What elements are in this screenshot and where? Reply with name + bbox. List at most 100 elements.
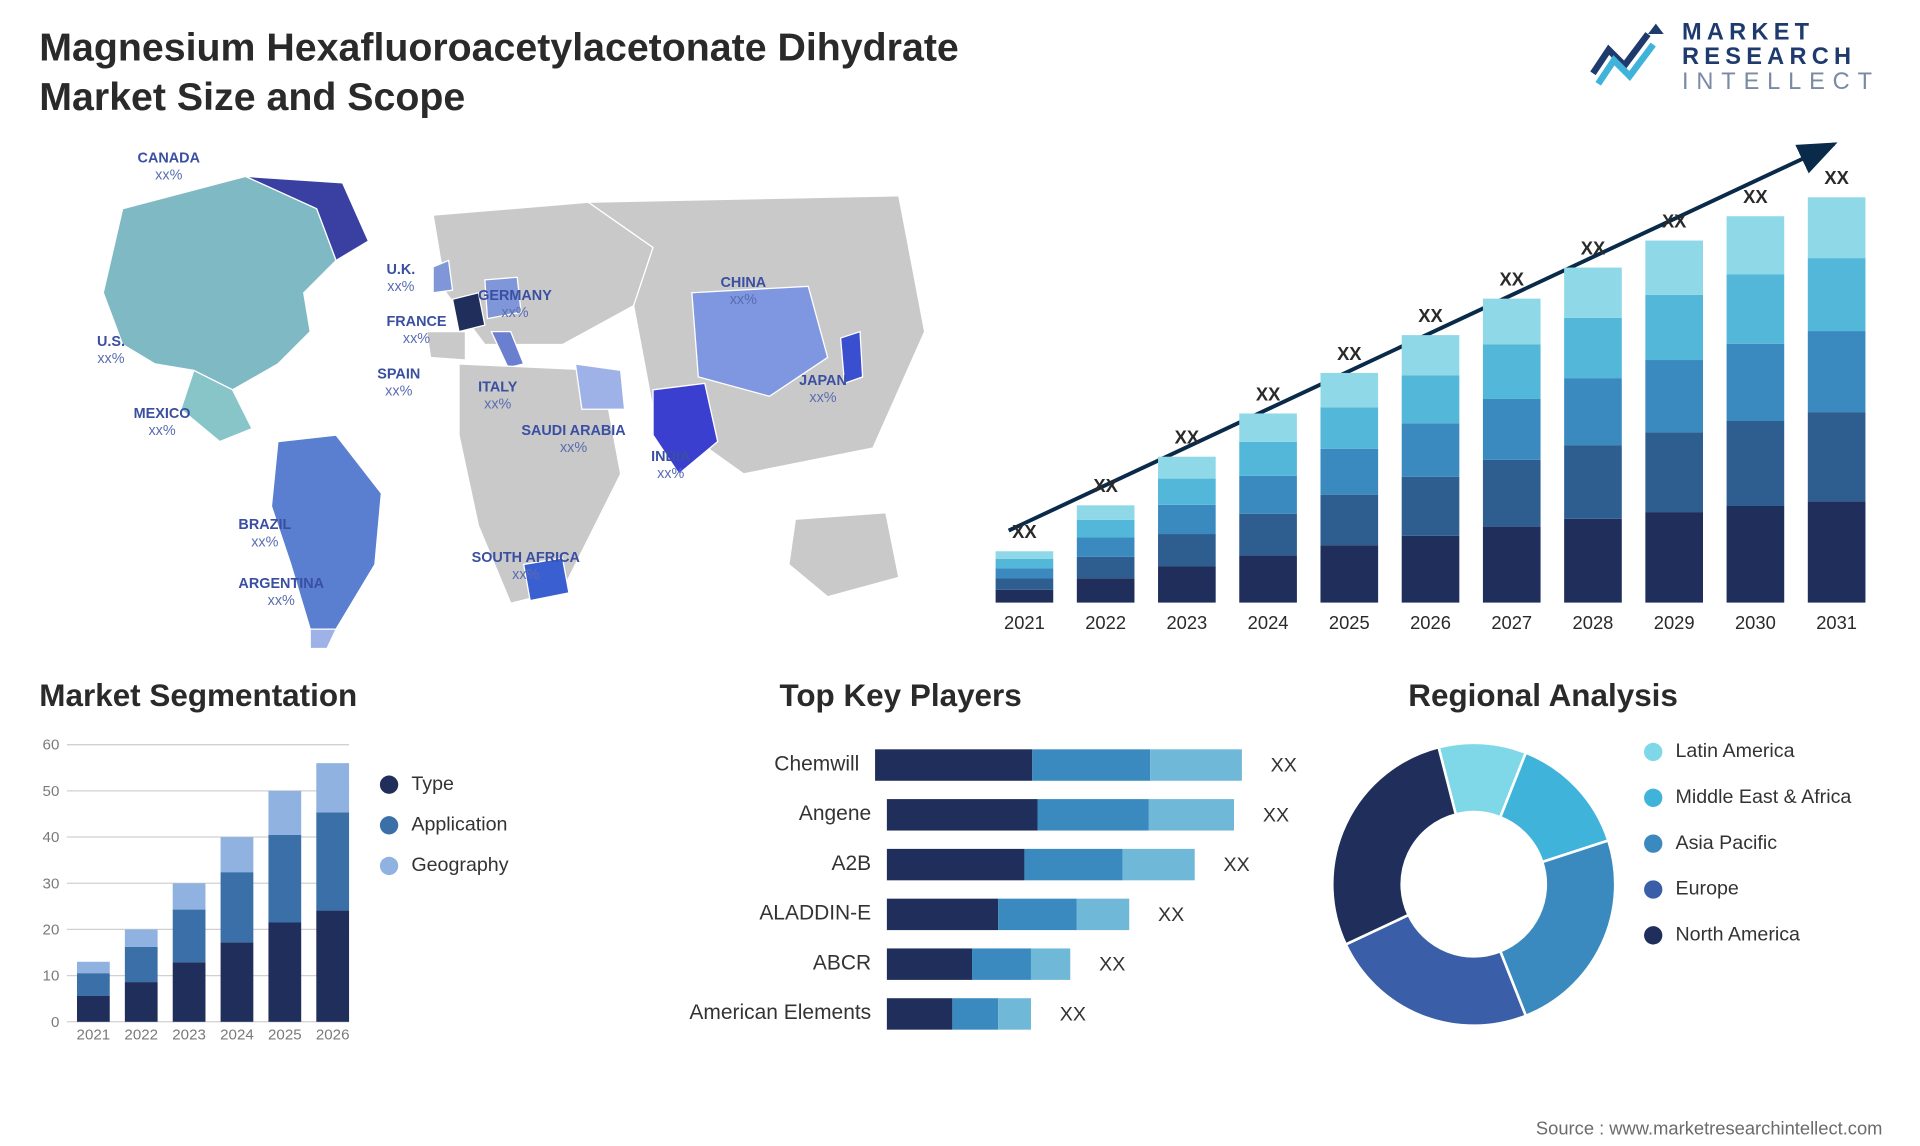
kp-value: XX	[1158, 903, 1184, 925]
kp-row-chemwill: Chemwill XX	[668, 740, 1297, 790]
kp-name: Chemwill	[668, 753, 859, 777]
growth-year-label: 2022	[1085, 612, 1126, 633]
seg-legend-type: Type	[380, 773, 603, 795]
seg-year: 2023	[172, 1026, 206, 1043]
growth-bar-seg	[1320, 407, 1378, 448]
map-label-france: FRANCExx%	[386, 314, 446, 347]
kp-bar-seg	[1032, 749, 1150, 780]
kp-bar	[875, 749, 1242, 780]
legend-dot-icon	[1644, 880, 1662, 898]
legend-dot-icon	[380, 856, 398, 874]
seg-legend-geography: Geography	[380, 854, 603, 876]
map-label-brazil: BRAZILxx%	[238, 517, 291, 550]
growth-bar-seg	[1483, 344, 1541, 399]
kp-name: ALADDIN-E	[668, 903, 871, 927]
growth-bar-seg	[1158, 479, 1216, 505]
kp-value: XX	[1060, 1003, 1086, 1025]
region-legend-middle-east-africa: Middle East & Africa	[1644, 786, 1906, 808]
growth-bar-seg	[1077, 578, 1135, 602]
growth-bar-seg	[1077, 520, 1135, 538]
seg-ytick: 10	[43, 968, 60, 985]
growth-bar-seg	[996, 559, 1054, 568]
growth-bar-seg	[1808, 501, 1866, 602]
legend-dot-icon	[1644, 926, 1662, 944]
growth-bar-seg	[1239, 514, 1297, 556]
growth-bar-label: XX	[1337, 343, 1362, 364]
growth-bar-seg	[996, 551, 1054, 559]
seg-bar-seg	[125, 947, 158, 982]
kp-bar-seg	[887, 948, 972, 979]
segmentation-chart: 0102030405060202120222023202420252026	[37, 727, 365, 1068]
legend-label: Middle East & Africa	[1675, 786, 1851, 808]
seg-bar-seg	[268, 835, 301, 923]
growth-bar-seg	[1402, 477, 1460, 536]
seg-bar-seg	[125, 982, 158, 1022]
key-players-title: Top Key Players	[779, 679, 1021, 716]
legend-label: Asia Pacific	[1675, 832, 1777, 854]
growth-year-label: 2027	[1491, 612, 1532, 633]
growth-bar-seg	[1727, 274, 1785, 344]
kp-bar-seg	[952, 998, 998, 1029]
legend-dot-icon	[1644, 834, 1662, 852]
map-region-argentina	[310, 629, 336, 648]
growth-bar-seg	[1077, 537, 1135, 556]
donut-slice-north-america	[1332, 747, 1456, 944]
kp-name: Angene	[668, 803, 871, 827]
kp-bar-seg	[972, 948, 1031, 979]
growth-bar-seg	[1645, 295, 1703, 360]
growth-bar-seg	[1320, 373, 1378, 407]
kp-bar	[887, 948, 1070, 979]
seg-year: 2022	[124, 1026, 158, 1043]
kp-row-angene: AngeneXX	[668, 790, 1297, 840]
kp-bar-seg	[1123, 849, 1195, 880]
growth-bar-seg	[1727, 506, 1785, 603]
growth-bar-seg	[1402, 423, 1460, 476]
kp-bar-seg	[1150, 749, 1242, 780]
map-label-italy: ITALYxx%	[478, 380, 517, 413]
growth-bar-seg	[1077, 557, 1135, 578]
seg-ytick: 30	[43, 875, 60, 892]
world-map: CANADAxx%U.S.xx%MEXICOxx%BRAZILxx%ARGENT…	[39, 138, 956, 655]
key-players-chart: Chemwill XX AngeneXXA2BXX ALADDIN-E XX ABCR XX…	[668, 740, 1297, 1081]
growth-bar-seg	[996, 568, 1054, 578]
kp-bar-seg	[1038, 799, 1149, 830]
kp-bar	[887, 849, 1195, 880]
seg-ytick: 0	[51, 1014, 59, 1031]
legend-label: North America	[1675, 924, 1800, 946]
kp-row-a2b: A2BXX	[668, 840, 1297, 890]
map-label-u.k.: U.K.xx%	[386, 262, 415, 295]
seg-ytick: 20	[43, 921, 60, 938]
growth-bar-seg	[1320, 449, 1378, 495]
growth-bar-seg	[1483, 460, 1541, 527]
growth-bar-seg	[1158, 566, 1216, 602]
region-legend-europe: Europe	[1644, 878, 1906, 900]
growth-bar-seg	[1483, 527, 1541, 603]
growth-bar-seg	[1645, 432, 1703, 512]
growth-bar-seg	[1239, 442, 1297, 476]
kp-bar-seg	[998, 899, 1077, 930]
legend-dot-icon	[380, 775, 398, 793]
growth-bar-label: XX	[1256, 383, 1281, 404]
kp-value: XX	[1271, 754, 1297, 776]
growth-bar-seg	[1564, 318, 1622, 378]
growth-bar-seg	[1727, 421, 1785, 506]
kp-name: ABCR	[668, 952, 871, 976]
kp-row-aladdin-e: ALADDIN-E XX	[668, 889, 1297, 939]
logo-line-2: RESEARCH	[1682, 44, 1880, 69]
seg-bar-seg	[316, 911, 349, 1022]
map-region-north-america	[103, 176, 336, 389]
growth-bar-seg	[1158, 505, 1216, 534]
map-label-saudi-arabia: SAUDI ARABIAxx%	[521, 423, 625, 456]
growth-year-label: 2025	[1329, 612, 1370, 633]
kp-bar-seg	[887, 899, 998, 930]
donut-slice-asia-pacific	[1500, 841, 1615, 1016]
kp-bar-seg	[887, 799, 1038, 830]
segmentation-legend: TypeApplicationGeography	[380, 773, 603, 895]
legend-label: Europe	[1675, 878, 1738, 900]
growth-bar-label: XX	[1662, 210, 1687, 231]
segmentation-title: Market Segmentation	[39, 679, 357, 716]
kp-bar	[887, 799, 1234, 830]
regional-title: Regional Analysis	[1408, 679, 1678, 716]
kp-name: A2B	[668, 853, 871, 877]
map-label-china: CHINAxx%	[720, 275, 766, 308]
